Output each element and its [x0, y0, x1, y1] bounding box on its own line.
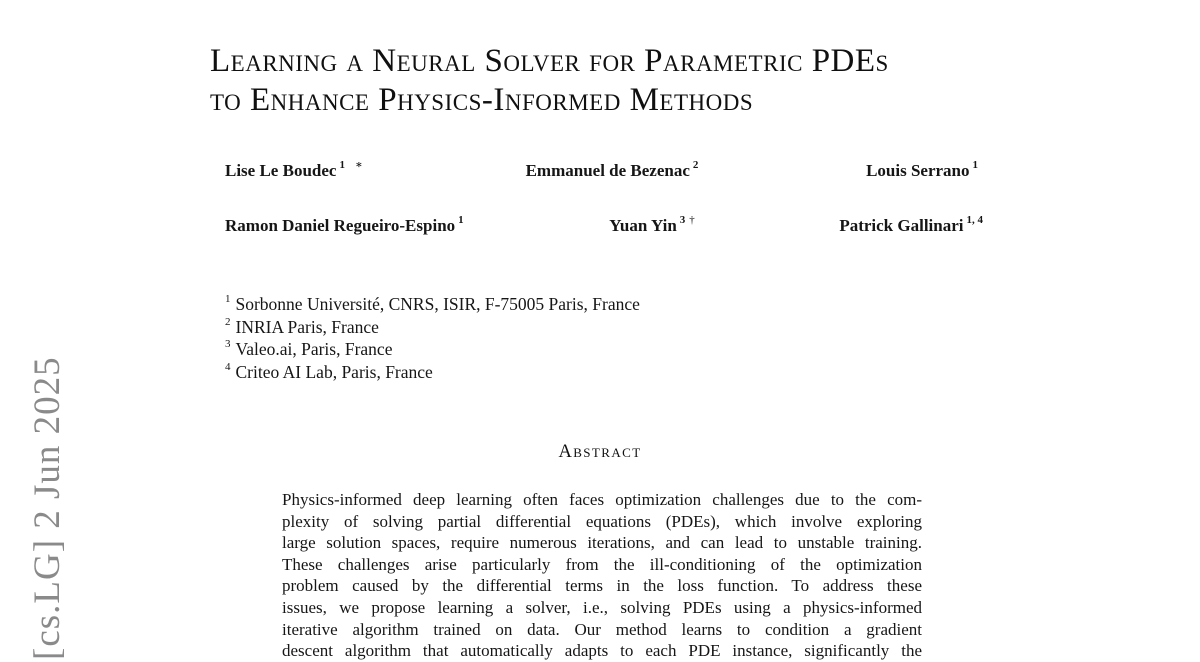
author-note-ref: ∗ — [354, 159, 363, 172]
affiliation-criteo: 4 Criteo AI Lab, Paris, France — [225, 361, 640, 384]
author-affil-ref: 1 — [458, 214, 464, 227]
author-name: Yuan Yin — [609, 216, 677, 235]
author-lise-le-boudec: Lise Le Boudec 1 ∗ — [225, 159, 363, 181]
paper-page: { "stamp": { "text": "[cs.LG] 2 Jun 2025… — [27, 42, 984, 661]
author-affil-ref: 1 — [339, 159, 345, 172]
title-line-1: Learning a Neural Solver for Parametric … — [210, 43, 889, 79]
abstract-heading: Abstract — [558, 442, 642, 462]
affiliation-list: 1 Sorbonne Université, CNRS, ISIR, F-7500… — [225, 293, 640, 383]
paper-title: Learning a Neural Solver for Parametric … — [210, 42, 889, 119]
author-name: Patrick Gallinari — [839, 216, 964, 235]
abstract-line: plexity of solving partial differential … — [282, 511, 922, 531]
affiliation-sorbonne: 1 Sorbonne Université, CNRS, ISIR, F-7500… — [225, 293, 640, 316]
author-affil-ref: 2 — [692, 159, 699, 172]
author-yuan-yin: Yuan Yin 3 † — [609, 214, 695, 236]
abstract-line-partial: descent algorithm that automatically ada… — [282, 641, 922, 661]
author-name: Louis Serrano — [866, 161, 970, 180]
abstract-body: Physics-informed deep learning often fac… — [282, 489, 922, 662]
author-name: Lise Le Boudec — [225, 161, 337, 180]
affiliation-text: INRIA Paris, France — [235, 316, 379, 337]
affiliation-valeo: 3 Valeo.ai, Paris, France — [225, 338, 640, 361]
author-name: Emmanuel de Bezenac — [525, 161, 690, 180]
arxiv-stamp: [cs.LG] 2 Jun 2025 — [27, 356, 68, 660]
abstract-line: problem caused by the differential terms… — [282, 576, 922, 596]
author-patrick-gallinari: Patrick Gallinari 1, 4 — [839, 214, 984, 236]
author-affil-ref: 1, 4 — [966, 214, 984, 227]
affiliation-number: 4 — [225, 360, 231, 373]
author-louis-serrano: Louis Serrano 1 — [866, 159, 979, 181]
author-name: Ramon Daniel Regueiro-Espino — [225, 216, 456, 235]
affiliation-text: Criteo AI Lab, Paris, France — [235, 361, 433, 382]
affiliation-text: Sorbonne Université, CNRS, ISIR, F-75005… — [235, 294, 640, 314]
affiliation-number: 2 — [225, 315, 231, 328]
author-affil-ref: 1 — [972, 159, 979, 172]
affiliation-inria: 2 INRIA Paris, France — [225, 316, 640, 339]
abstract-line: large solution spaces, require numerous … — [282, 533, 922, 553]
affiliation-number: 1 — [225, 293, 231, 306]
author-note-ref: † — [689, 214, 695, 227]
affiliation-text: Valeo.ai, Paris, France — [235, 339, 393, 360]
title-line-2: to Enhance Physics-Informed Methods — [210, 81, 754, 118]
author-emmanuel-de-bezenac: Emmanuel de Bezenac 2 — [525, 159, 699, 181]
abstract-line: issues, we propose learning a solver, i.… — [282, 597, 922, 617]
abstract-line: iterative algorithm trained on data. Our… — [282, 619, 922, 639]
author-ramon-daniel-regueiro-espino: Ramon Daniel Regueiro-Espino 1 — [225, 214, 464, 236]
abstract-line: These challenges arise particularly from… — [282, 554, 922, 574]
author-affil-ref: 3 — [679, 214, 686, 227]
affiliation-number: 3 — [225, 338, 231, 351]
abstract-line: Physics-informed deep learning often fac… — [282, 490, 922, 509]
